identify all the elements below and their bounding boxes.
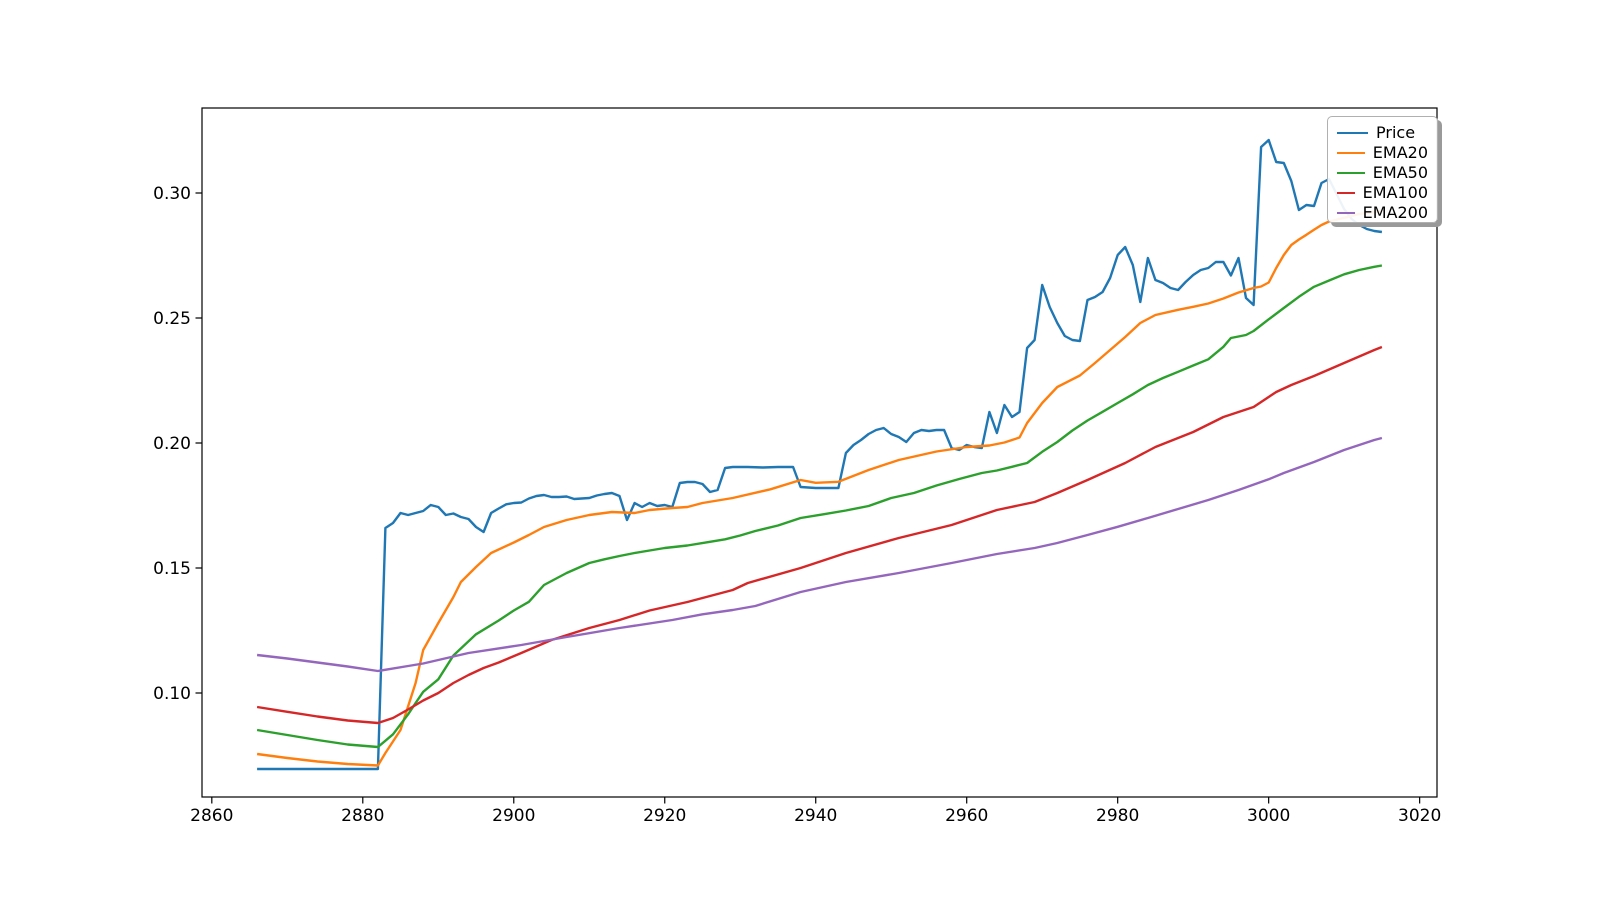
- y-tick-label: 0.30: [153, 184, 191, 204]
- axes-frame: [201, 107, 1438, 798]
- x-tick-label: 2900: [492, 806, 535, 826]
- legend-entry-ema100: EMA100: [1337, 183, 1428, 203]
- x-tick-label: 2920: [643, 806, 686, 826]
- x-tick-label: 3020: [1398, 806, 1441, 826]
- legend-line-sample: [1337, 192, 1355, 194]
- legend-line-sample: [1337, 132, 1368, 134]
- legend-label: EMA100: [1362, 183, 1428, 202]
- x-tick-label: 2980: [1096, 806, 1139, 826]
- legend-label: Price: [1376, 123, 1416, 142]
- legend-label: EMA200: [1362, 203, 1428, 222]
- y-tick-label: 0.15: [153, 559, 191, 579]
- series-line-ema200: [256, 436, 1383, 673]
- y-tick-label: 0.25: [153, 309, 191, 329]
- legend-label: EMA20: [1372, 143, 1428, 162]
- series-line-price: [257, 138, 1383, 771]
- legend-line-sample: [1337, 212, 1355, 214]
- legend-entry-ema200: EMA200: [1337, 203, 1428, 223]
- legend-entry-ema50: EMA50: [1337, 163, 1428, 183]
- series-line-ema20: [256, 209, 1383, 767]
- x-tick-label: 2880: [341, 806, 384, 826]
- x-tick-label: 2960: [945, 806, 988, 826]
- x-tick-label: 3000: [1247, 806, 1290, 826]
- legend-entry-ema20: EMA20: [1337, 143, 1428, 163]
- x-tick-label: 2940: [794, 806, 837, 826]
- legend: Price EMA20 EMA50 EMA100 EMA200: [1327, 116, 1438, 223]
- series-line-ema100: [256, 345, 1383, 725]
- legend-line-sample: [1337, 172, 1365, 174]
- x-tick-label: 2860: [190, 806, 233, 826]
- legend-line-sample: [1337, 152, 1365, 154]
- legend-entry-price: Price: [1337, 123, 1428, 143]
- series-line-ema50: [256, 264, 1383, 749]
- y-tick-label: 0.20: [153, 434, 191, 454]
- y-tick-label: 0.10: [153, 684, 191, 704]
- legend-label: EMA50: [1372, 163, 1428, 182]
